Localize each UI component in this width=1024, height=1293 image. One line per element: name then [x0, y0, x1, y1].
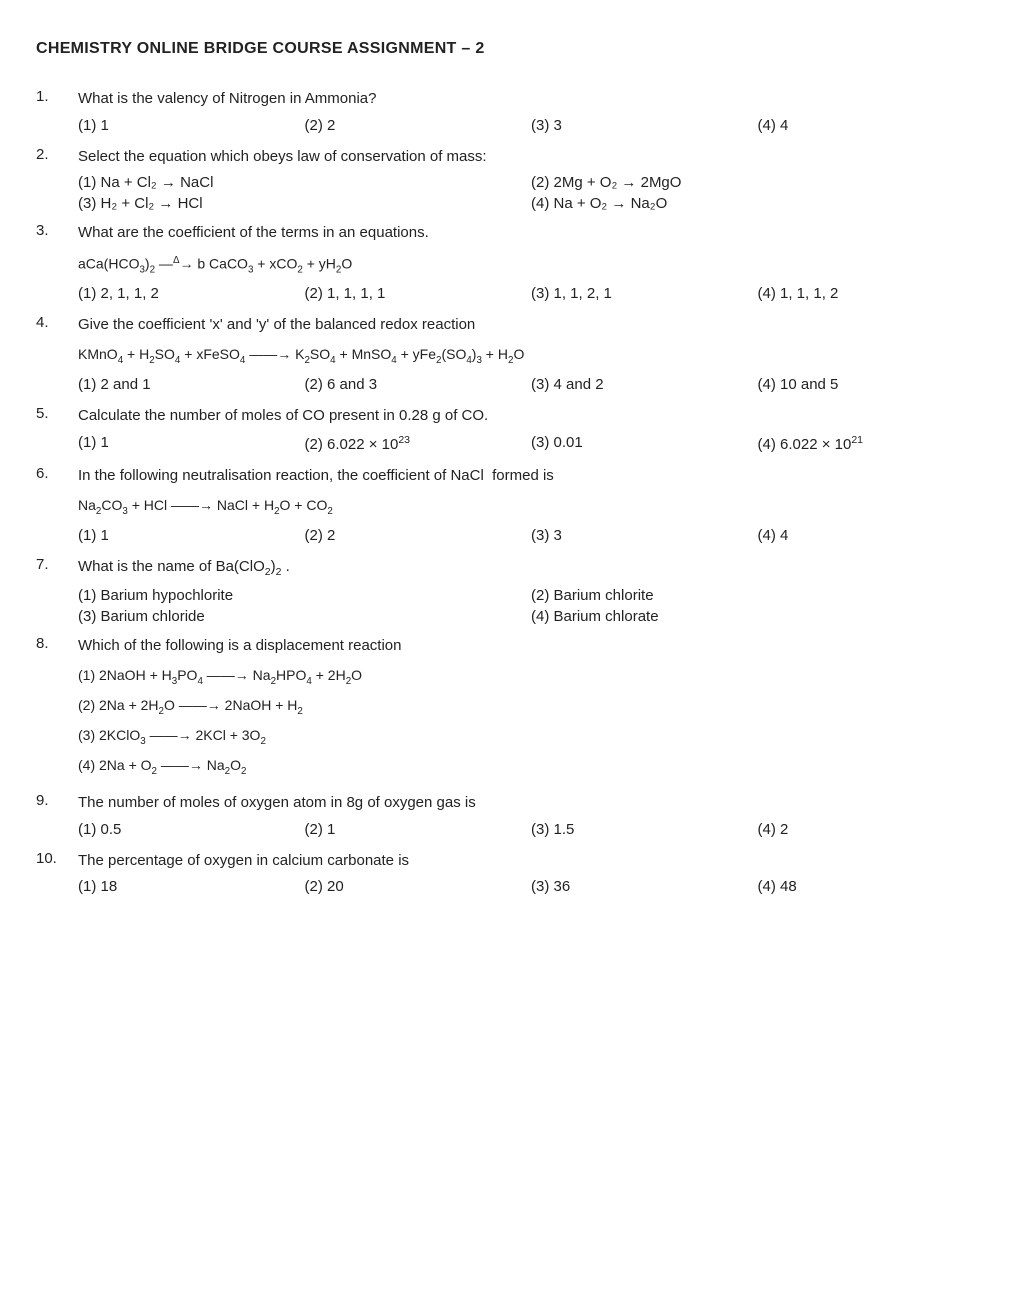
option: (2) Barium chlorite — [531, 587, 984, 604]
question-row: 4.Give the coefficient 'x' and 'y' of th… — [36, 314, 984, 399]
option: (2) 2 — [305, 117, 532, 134]
option-row: (1) 1(2) 2(3) 3(4) 4 — [78, 527, 984, 544]
option-row: (1) 2, 1, 1, 2(2) 1, 1, 1, 1(3) 1, 1, 2,… — [78, 285, 984, 302]
question-text: The number of moles of oxygen atom in 8g… — [78, 792, 984, 815]
option: (2) 2 — [305, 527, 532, 544]
option-row: (1) 0.5(2) 1(3) 1.5(4) 2 — [78, 821, 984, 838]
question-number: 4. — [36, 314, 78, 331]
option: (1) Barium hypochlorite — [78, 587, 531, 604]
question-row: 5.Calculate the number of moles of CO pr… — [36, 405, 984, 459]
question-body: Which of the following is a displacement… — [78, 635, 984, 787]
option: (1) 0.5 — [78, 821, 305, 838]
option: (3) 2KClO3 ——→ 2KCl + 3O2 — [78, 727, 984, 747]
option: (4) 4 — [758, 117, 985, 134]
question-number: 10. — [36, 850, 78, 867]
question-row: 9.The number of moles of oxygen atom in … — [36, 792, 984, 844]
option: (2) 2Na + 2H2O ——→ 2NaOH + H2 — [78, 697, 984, 717]
option: (1) 1 — [78, 434, 305, 453]
question-body: Give the coefficient 'x' and 'y' of the … — [78, 314, 984, 399]
option: (4) 2Na + O2 ——→ Na2O2 — [78, 757, 984, 777]
option-pair: (1) Na + Cl₂ → NaCl(2) 2Mg + O₂ → 2MgO — [78, 174, 984, 191]
option: (4) 48 — [758, 878, 985, 895]
option: (4) 2 — [758, 821, 985, 838]
question-number: 7. — [36, 556, 78, 573]
question-row: 8.Which of the following is a displaceme… — [36, 635, 984, 787]
option: (3) 3 — [531, 117, 758, 134]
question-body: What is the valency of Nitrogen in Ammon… — [78, 88, 984, 140]
question-number: 6. — [36, 465, 78, 482]
equation: Na2CO3 + HCl ——→ NaCl + H2O + CO2 — [78, 497, 984, 517]
option: (3) 4 and 2 — [531, 376, 758, 393]
option: (2) 1 — [305, 821, 532, 838]
question-row: 7.What is the name of Ba(ClO2)2 . (1) Bar… — [36, 556, 984, 629]
option: (1) 2 and 1 — [78, 376, 305, 393]
question-body: In the following neutralisation reaction… — [78, 465, 984, 550]
option: (2) 1, 1, 1, 1 — [305, 285, 532, 302]
question-text: Select the equation which obeys law of c… — [78, 146, 984, 169]
question-body: The number of moles of oxygen atom in 8g… — [78, 792, 984, 844]
option: (2) 6 and 3 — [305, 376, 532, 393]
question-row: 3.What are the coefficient of the terms … — [36, 222, 984, 308]
question-number: 8. — [36, 635, 78, 652]
option: (2) 2Mg + O₂ → 2MgO — [531, 174, 984, 191]
option: (3) 1.5 — [531, 821, 758, 838]
option: (2) 20 — [305, 878, 532, 895]
option: (4) 10 and 5 — [758, 376, 985, 393]
option-pair: (1) Barium hypochlorite(2) Barium chlori… — [78, 587, 984, 604]
question-row: 6.In the following neutralisation reacti… — [36, 465, 984, 550]
option: (4) 4 — [758, 527, 985, 544]
option: (4) 6.022 × 1021 — [758, 434, 985, 453]
option-row: (1) 1(2) 6.022 × 1023(3) 0.01(4) 6.022 ×… — [78, 434, 984, 453]
option: (4) Barium chlorate — [531, 608, 984, 625]
question-text: Calculate the number of moles of CO pres… — [78, 405, 984, 428]
question-row: 1.What is the valency of Nitrogen in Amm… — [36, 88, 984, 140]
option: (1) 1 — [78, 117, 305, 134]
option: (3) 0.01 — [531, 434, 758, 453]
question-body: What are the coefficient of the terms in… — [78, 222, 984, 308]
option: (1) Na + Cl₂ → NaCl — [78, 174, 531, 191]
question-body: The percentage of oxygen in calcium carb… — [78, 850, 984, 902]
option: (1) 18 — [78, 878, 305, 895]
question-number: 3. — [36, 222, 78, 239]
question-body: Calculate the number of moles of CO pres… — [78, 405, 984, 459]
question-text: What are the coefficient of the terms in… — [78, 222, 984, 245]
option-pair: (3) H₂ + Cl₂ → HCl(4) Na + O₂ → Na₂O — [78, 195, 984, 212]
questions-container: 1.What is the valency of Nitrogen in Amm… — [36, 88, 984, 901]
option: (1) 2NaOH + H3PO4 ——→ Na2HPO4 + 2H2O — [78, 667, 984, 687]
question-text: What is the valency of Nitrogen in Ammon… — [78, 88, 984, 111]
question-body: What is the name of Ba(ClO2)2 . (1) Bariu… — [78, 556, 984, 629]
option: (2) 6.022 × 1023 — [305, 434, 532, 453]
question-text: Which of the following is a displacement… — [78, 635, 984, 658]
option: (1) 2, 1, 1, 2 — [78, 285, 305, 302]
question-body: Select the equation which obeys law of c… — [78, 146, 984, 217]
question-row: 2.Select the equation which obeys law of… — [36, 146, 984, 217]
option-row: (1) 18(2) 20(3) 36(4) 48 — [78, 878, 984, 895]
option: (4) 1, 1, 1, 2 — [758, 285, 985, 302]
option: (3) H₂ + Cl₂ → HCl — [78, 195, 531, 212]
option-row: (1) 2 and 1(2) 6 and 3(3) 4 and 2(4) 10 … — [78, 376, 984, 393]
option: (3) 1, 1, 2, 1 — [531, 285, 758, 302]
option: (3) 36 — [531, 878, 758, 895]
option: (4) Na + O₂ → Na₂O — [531, 195, 984, 212]
option: (3) Barium chloride — [78, 608, 531, 625]
question-text: The percentage of oxygen in calcium carb… — [78, 850, 984, 873]
question-number: 1. — [36, 88, 78, 105]
question-row: 10.The percentage of oxygen in calcium c… — [36, 850, 984, 902]
equation: aCa(HCO3)2 —Δ→ b CaCO3 + xCO2 + yH2O — [78, 255, 984, 275]
question-text: What is the name of Ba(ClO2)2 . — [78, 556, 984, 581]
option-row: (1) 1(2) 2(3) 3(4) 4 — [78, 117, 984, 134]
option: (3) 3 — [531, 527, 758, 544]
equation: KMnO4 + H2SO4 + xFeSO4 ——→ K2SO4 + MnSO4… — [78, 346, 984, 366]
question-number: 9. — [36, 792, 78, 809]
question-text: Give the coefficient 'x' and 'y' of the … — [78, 314, 984, 337]
page-title: CHEMISTRY ONLINE BRIDGE COURSE ASSIGNMEN… — [36, 40, 984, 58]
question-number: 5. — [36, 405, 78, 422]
question-text: In the following neutralisation reaction… — [78, 465, 984, 488]
question-number: 2. — [36, 146, 78, 163]
option: (1) 1 — [78, 527, 305, 544]
option-pair: (3) Barium chloride(4) Barium chlorate — [78, 608, 984, 625]
